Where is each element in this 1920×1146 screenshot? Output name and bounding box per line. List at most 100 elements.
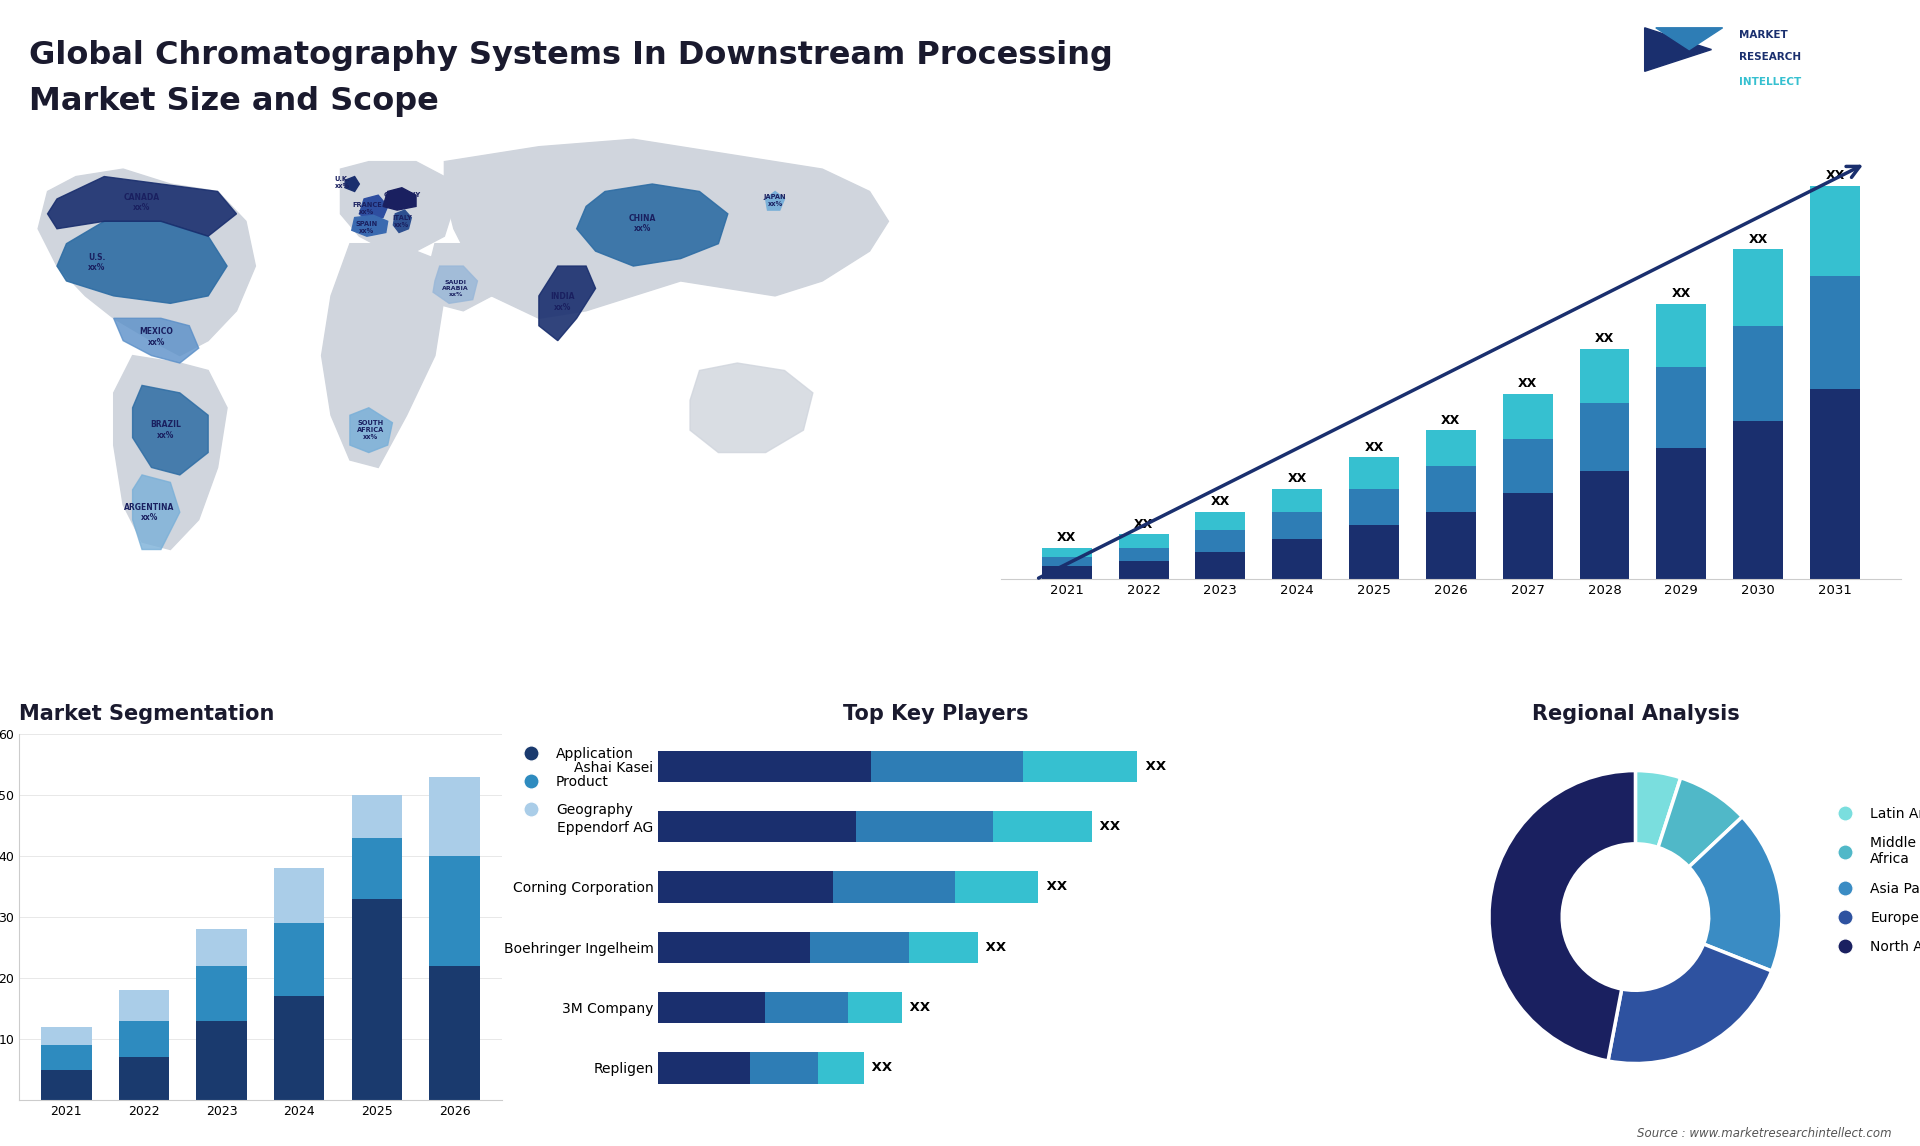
Bar xyxy=(1811,390,1860,580)
Polygon shape xyxy=(359,195,388,221)
Text: XX: XX xyxy=(1596,332,1615,345)
Text: ARGENTINA
xx%: ARGENTINA xx% xyxy=(125,503,175,521)
Text: XX: XX xyxy=(868,1061,893,1074)
Bar xyxy=(1023,751,1137,782)
Bar xyxy=(351,795,401,838)
Bar xyxy=(1043,566,1092,580)
Text: MARKET: MARKET xyxy=(1740,31,1788,40)
Text: INTELLECT: INTELLECT xyxy=(1740,77,1801,87)
Polygon shape xyxy=(444,140,889,319)
Bar xyxy=(659,871,833,903)
Text: XX: XX xyxy=(1140,760,1165,772)
Text: XX: XX xyxy=(1212,495,1231,508)
Text: XX: XX xyxy=(1288,472,1308,485)
Bar xyxy=(351,838,401,898)
Polygon shape xyxy=(113,319,200,363)
Text: SAUDI
ARABIA
xx%: SAUDI ARABIA xx% xyxy=(442,280,468,297)
Polygon shape xyxy=(349,408,392,453)
Polygon shape xyxy=(132,474,180,550)
Bar xyxy=(659,751,872,782)
Bar xyxy=(1657,304,1707,367)
Bar xyxy=(1196,529,1246,552)
Bar xyxy=(1657,448,1707,580)
Text: XX: XX xyxy=(1058,531,1077,544)
Bar xyxy=(749,1052,818,1083)
Bar xyxy=(40,1045,92,1069)
Bar xyxy=(1580,348,1630,403)
Bar xyxy=(833,871,954,903)
Bar xyxy=(659,811,856,842)
Bar xyxy=(1043,548,1092,557)
Bar xyxy=(430,856,480,966)
Bar xyxy=(1119,548,1169,562)
Bar xyxy=(196,1021,248,1100)
Polygon shape xyxy=(132,385,207,474)
Text: XX: XX xyxy=(1043,880,1068,894)
Bar xyxy=(1580,471,1630,580)
Bar xyxy=(119,1021,169,1058)
Text: U.S.
xx%: U.S. xx% xyxy=(88,252,106,272)
Wedge shape xyxy=(1659,778,1741,866)
Bar xyxy=(40,1027,92,1045)
Bar xyxy=(1350,525,1400,580)
Bar xyxy=(1734,327,1784,421)
Bar xyxy=(1350,489,1400,525)
Bar xyxy=(856,811,993,842)
Text: Source : www.marketresearchintellect.com: Source : www.marketresearchintellect.com xyxy=(1636,1128,1891,1140)
Polygon shape xyxy=(540,266,595,340)
Bar xyxy=(1427,466,1476,511)
Polygon shape xyxy=(58,221,227,304)
Text: BRAZIL
xx%: BRAZIL xx% xyxy=(150,421,180,440)
Bar xyxy=(430,966,480,1100)
Text: CHINA
xx%: CHINA xx% xyxy=(630,214,657,234)
Bar xyxy=(275,869,324,924)
Bar xyxy=(1657,367,1707,448)
Bar xyxy=(659,991,764,1023)
Bar xyxy=(430,777,480,856)
Bar xyxy=(1273,539,1323,580)
Text: U.K.
xx%: U.K. xx% xyxy=(334,176,349,189)
Bar xyxy=(1580,403,1630,471)
Bar xyxy=(1811,186,1860,276)
Text: XX: XX xyxy=(1365,441,1384,454)
Text: XX: XX xyxy=(1442,414,1461,426)
Polygon shape xyxy=(346,176,359,191)
Polygon shape xyxy=(426,244,492,311)
Bar xyxy=(275,924,324,996)
Bar xyxy=(1503,394,1553,439)
Bar xyxy=(810,932,910,963)
Text: RESEARCH: RESEARCH xyxy=(1740,53,1801,62)
Bar xyxy=(1811,276,1860,390)
Text: MEXICO
xx%: MEXICO xx% xyxy=(140,328,173,346)
Polygon shape xyxy=(1645,28,1711,71)
Polygon shape xyxy=(689,363,812,453)
Bar xyxy=(40,1069,92,1100)
Text: SPAIN
xx%: SPAIN xx% xyxy=(355,221,378,234)
Bar xyxy=(954,871,1039,903)
Bar xyxy=(1503,494,1553,580)
Polygon shape xyxy=(38,170,255,355)
Bar xyxy=(1273,489,1323,511)
Text: SOUTH
AFRICA
xx%: SOUTH AFRICA xx% xyxy=(357,421,384,440)
Polygon shape xyxy=(48,176,236,236)
Polygon shape xyxy=(766,191,785,210)
Text: CANADA
xx%: CANADA xx% xyxy=(125,193,159,212)
Text: JAPAN
xx%: JAPAN xx% xyxy=(764,194,787,207)
Bar xyxy=(1503,439,1553,494)
Text: XX: XX xyxy=(1826,170,1845,182)
Title: Top Key Players: Top Key Players xyxy=(843,704,1029,724)
Bar xyxy=(659,932,810,963)
Bar xyxy=(818,1052,864,1083)
Text: XX: XX xyxy=(906,1000,931,1014)
Polygon shape xyxy=(351,215,388,236)
Text: XX: XX xyxy=(1096,821,1121,833)
Bar xyxy=(351,898,401,1100)
Bar xyxy=(1196,552,1246,580)
Text: Market Segmentation: Market Segmentation xyxy=(19,704,275,724)
Bar xyxy=(1273,511,1323,539)
Bar xyxy=(659,1052,749,1083)
Wedge shape xyxy=(1690,817,1782,971)
Bar xyxy=(196,966,248,1021)
Bar xyxy=(849,991,902,1023)
Bar xyxy=(1427,511,1476,580)
